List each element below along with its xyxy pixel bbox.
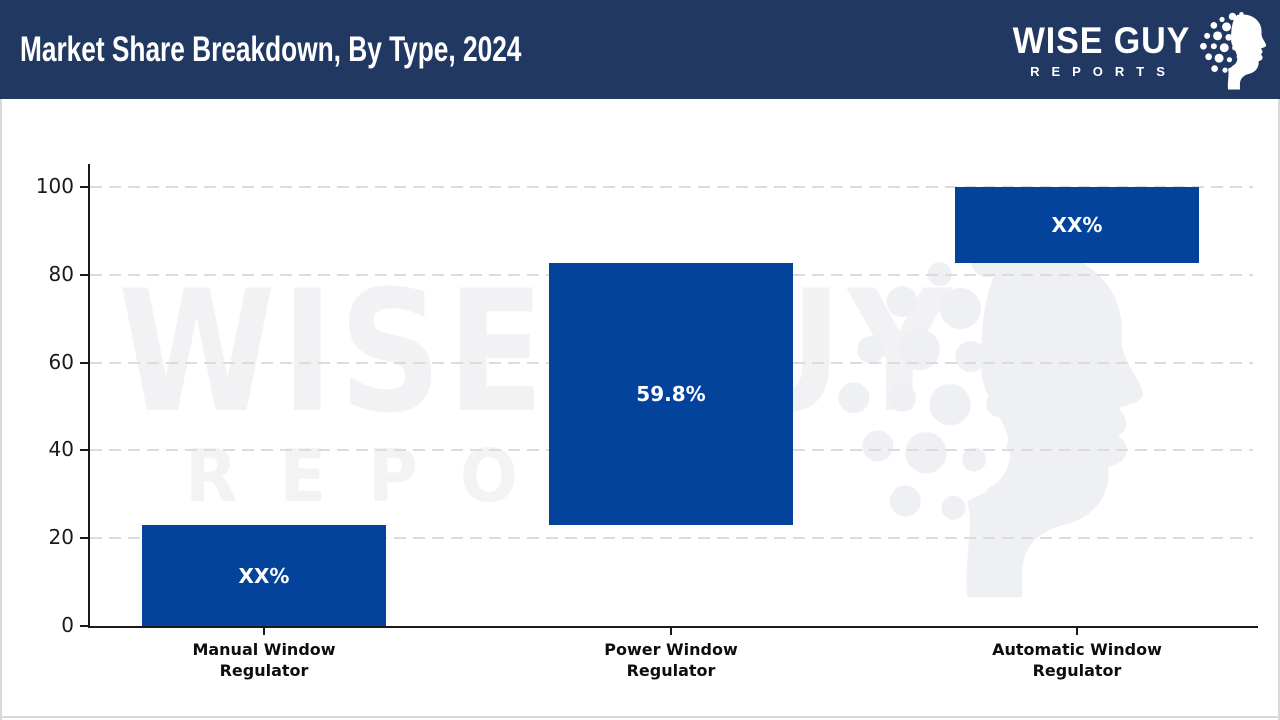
axis-lines bbox=[88, 164, 1258, 628]
x-category-label-line: Regulator bbox=[1032, 661, 1122, 680]
x-axis-tick bbox=[263, 627, 265, 635]
x-category-label-line: Power Window bbox=[604, 640, 738, 659]
bar: 59.8% bbox=[549, 262, 793, 526]
x-axis-tick bbox=[670, 627, 672, 635]
x-axis-tick bbox=[1076, 627, 1078, 635]
y-axis-tick bbox=[80, 273, 88, 276]
wiseguy-logo: WISE GUY REPORTS bbox=[1005, 9, 1270, 91]
y-axis-tick bbox=[80, 625, 88, 627]
x-category-label-line: Automatic Window bbox=[992, 640, 1162, 659]
x-category-label-line: Regulator bbox=[219, 661, 309, 680]
y-axis-tick bbox=[80, 537, 88, 540]
logo-wordmark: WISE GUY bbox=[1012, 19, 1191, 61]
grid-line bbox=[90, 186, 1253, 188]
y-tick-label: 80 bbox=[48, 261, 74, 286]
x-category-label-line: Manual Window bbox=[192, 640, 336, 659]
y-tick-label: 100 bbox=[35, 174, 74, 198]
bar: XX% bbox=[955, 187, 1199, 263]
bar-value-label: XX% bbox=[238, 563, 290, 588]
watermark-wordmark: WISE GUY bbox=[118, 254, 957, 450]
page-title: Market Share Breakdown, By Type, 2024 bbox=[20, 29, 522, 69]
x-category-label-line: Regulator bbox=[626, 661, 716, 680]
y-tick-label: 60 bbox=[48, 349, 74, 374]
y-tick-label: 40 bbox=[48, 437, 74, 462]
y-tick-label: 0 bbox=[61, 613, 74, 637]
frame-border-right bbox=[1278, 99, 1280, 720]
wiseguy-head-icon bbox=[1192, 9, 1270, 91]
x-category-label: Power Window Regulator bbox=[521, 639, 821, 681]
y-axis-tick bbox=[80, 449, 88, 452]
bar: XX% bbox=[142, 525, 386, 626]
y-axis-tick bbox=[80, 361, 88, 364]
logo-subtitle: REPORTS bbox=[1030, 63, 1177, 79]
y-axis-tick bbox=[80, 186, 88, 188]
x-category-label: Manual Window Regulator bbox=[114, 639, 414, 681]
bar-value-label: XX% bbox=[1051, 212, 1103, 237]
header-bar: Market Share Breakdown, By Type, 2024 WI… bbox=[0, 0, 1280, 99]
frame-border-bottom bbox=[0, 716, 1280, 718]
bar-value-label: 59.8% bbox=[636, 381, 706, 406]
frame-border-left bbox=[0, 99, 2, 720]
y-tick-label: 20 bbox=[48, 525, 74, 550]
grid-line bbox=[90, 537, 1253, 540]
x-category-label: Automatic Window Regulator bbox=[927, 639, 1227, 681]
